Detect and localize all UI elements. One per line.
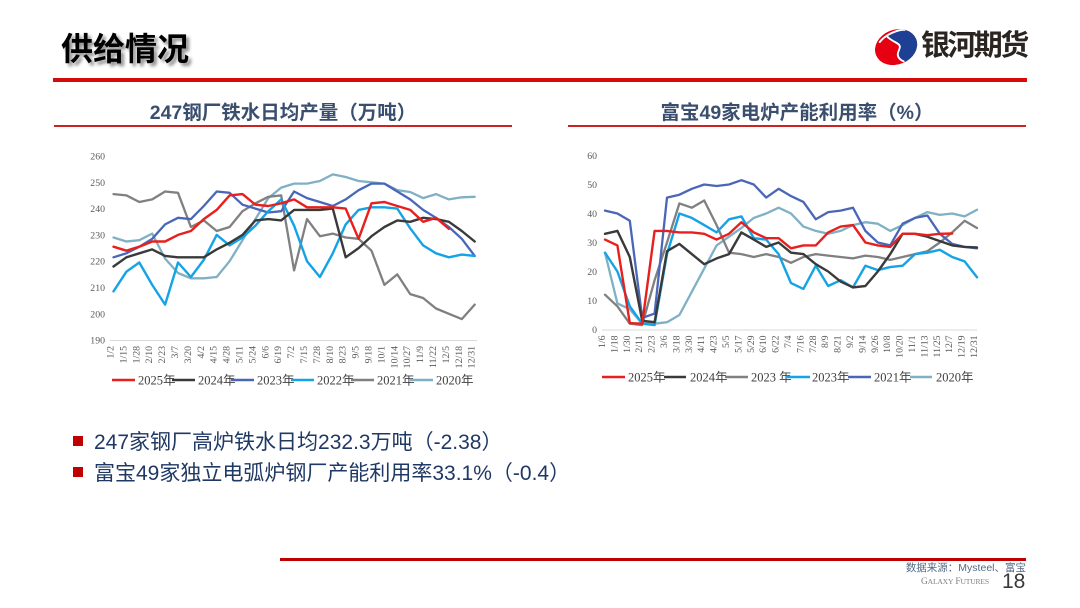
svg-text:1/30: 1/30 [622, 335, 633, 353]
svg-text:5/29: 5/29 [746, 335, 757, 353]
svg-text:2025年: 2025年 [138, 374, 176, 388]
svg-text:3/30: 3/30 [684, 335, 695, 353]
svg-text:5/5: 5/5 [721, 335, 732, 348]
svg-text:3/6: 3/6 [659, 335, 670, 348]
svg-text:3/20: 3/20 [183, 346, 194, 364]
svg-text:12/31: 12/31 [969, 335, 980, 357]
svg-text:6/19: 6/19 [273, 346, 284, 364]
svg-text:12/5: 12/5 [441, 346, 452, 364]
svg-text:9/5: 9/5 [351, 346, 362, 359]
svg-text:7/15: 7/15 [299, 346, 310, 364]
svg-text:1/28: 1/28 [131, 346, 142, 364]
svg-text:2020年: 2020年 [936, 371, 974, 385]
svg-text:6/6: 6/6 [260, 346, 271, 359]
svg-text:12/18: 12/18 [454, 346, 465, 368]
svg-text:5/11: 5/11 [235, 346, 246, 363]
svg-text:10/14: 10/14 [389, 346, 400, 368]
svg-text:9/14: 9/14 [857, 335, 868, 353]
svg-text:10/27: 10/27 [402, 346, 413, 368]
svg-text:11/13: 11/13 [919, 335, 930, 357]
svg-text:7/2: 7/2 [286, 346, 297, 359]
svg-text:5/17: 5/17 [733, 335, 744, 353]
svg-text:2024年: 2024年 [690, 371, 728, 385]
svg-text:1/6: 1/6 [597, 335, 608, 348]
svg-text:10/8: 10/8 [882, 335, 893, 353]
svg-text:9/26: 9/26 [870, 335, 881, 353]
svg-text:12/7: 12/7 [944, 335, 955, 353]
svg-text:11/22: 11/22 [428, 346, 439, 368]
svg-text:260: 260 [90, 152, 105, 163]
svg-text:20: 20 [587, 267, 597, 278]
svg-text:200: 200 [90, 309, 105, 320]
svg-text:4/15: 4/15 [209, 346, 220, 364]
svg-text:4/23: 4/23 [709, 335, 720, 353]
svg-text:40: 40 [587, 209, 597, 220]
svg-text:2025年: 2025年 [628, 371, 666, 385]
svg-text:8/9: 8/9 [820, 335, 831, 348]
svg-text:1/18: 1/18 [609, 335, 620, 353]
svg-text:30: 30 [587, 238, 597, 249]
svg-text:220: 220 [90, 257, 105, 268]
svg-text:2021年: 2021年 [377, 374, 415, 388]
svg-text:7/4: 7/4 [783, 335, 794, 348]
svg-text:60: 60 [587, 151, 597, 162]
svg-text:6/10: 6/10 [758, 335, 769, 353]
svg-text:2/10: 2/10 [144, 346, 155, 364]
svg-text:0: 0 [592, 325, 597, 336]
svg-text:2021年: 2021年 [874, 371, 912, 385]
svg-text:240: 240 [90, 204, 105, 215]
svg-text:2/11: 2/11 [634, 335, 645, 352]
svg-text:2023年: 2023年 [812, 371, 850, 385]
svg-text:7/28: 7/28 [808, 335, 819, 353]
svg-text:8/23: 8/23 [338, 346, 349, 364]
svg-text:50: 50 [587, 180, 597, 191]
svg-text:3/7: 3/7 [170, 346, 181, 359]
svg-text:210: 210 [90, 283, 105, 294]
svg-text:3/18: 3/18 [671, 335, 682, 353]
svg-text:7/16: 7/16 [795, 335, 806, 353]
svg-text:2020年: 2020年 [436, 374, 474, 388]
svg-text:190: 190 [90, 336, 105, 347]
svg-text:10/1: 10/1 [376, 346, 387, 364]
svg-text:6/22: 6/22 [771, 335, 782, 353]
svg-text:8/10: 8/10 [325, 346, 336, 364]
svg-text:12/31: 12/31 [467, 346, 478, 368]
svg-text:9/18: 9/18 [364, 346, 375, 364]
svg-text:4/28: 4/28 [222, 346, 233, 364]
svg-text:10/20: 10/20 [895, 335, 906, 357]
svg-text:2024年: 2024年 [198, 374, 236, 388]
svg-text:9/2: 9/2 [845, 335, 856, 348]
svg-text:11/9: 11/9 [415, 346, 426, 363]
svg-text:10: 10 [587, 296, 597, 307]
svg-text:1/2: 1/2 [106, 346, 117, 359]
svg-text:230: 230 [90, 230, 105, 241]
svg-text:12/19: 12/19 [957, 335, 968, 357]
svg-text:2023 年: 2023 年 [751, 371, 792, 385]
svg-text:11/25: 11/25 [932, 335, 943, 357]
svg-text:1/15: 1/15 [118, 346, 129, 364]
svg-text:11/1: 11/1 [907, 335, 918, 352]
svg-text:2022年: 2022年 [317, 374, 355, 388]
svg-text:2/23: 2/23 [647, 335, 658, 353]
svg-text:7/28: 7/28 [312, 346, 323, 364]
svg-text:4/2: 4/2 [196, 346, 207, 359]
svg-text:4/11: 4/11 [696, 335, 707, 352]
svg-text:5/24: 5/24 [247, 346, 258, 364]
svg-text:2023年: 2023年 [257, 374, 295, 388]
svg-text:8/21: 8/21 [833, 335, 844, 353]
svg-text:2/23: 2/23 [157, 346, 168, 364]
svg-text:250: 250 [90, 178, 105, 189]
